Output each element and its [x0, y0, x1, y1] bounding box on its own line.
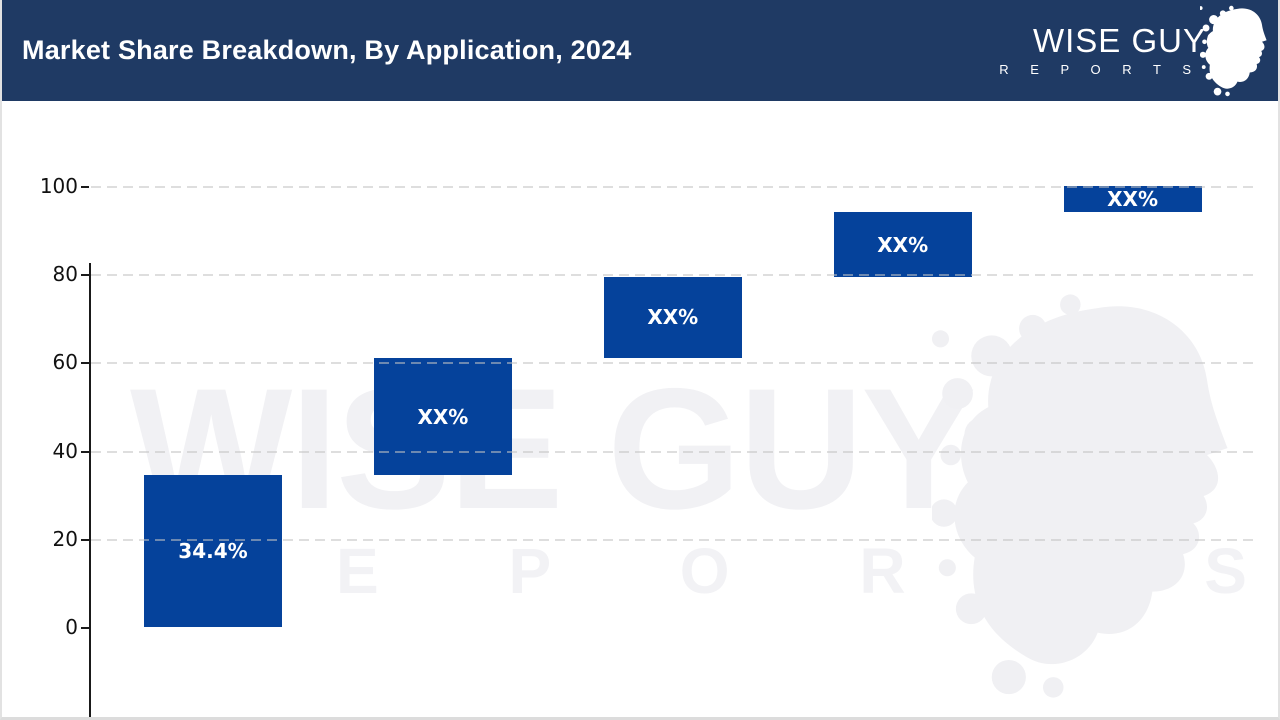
- y-tick-label: 20: [52, 526, 78, 551]
- y-axis: [89, 263, 91, 717]
- watermark-face-icon: [932, 294, 1228, 698]
- y-tick-mark: [81, 450, 89, 453]
- y-tick-mark: [81, 186, 89, 188]
- bar-coatings: 34.4%: [144, 475, 282, 627]
- chart-area: WISE GUY R E P O R T S 0 20 40 60 80 100 34.4%…: [2, 101, 1278, 717]
- y-tick-mark: [81, 274, 89, 277]
- bar-label: XX%: [647, 305, 699, 330]
- bar-label: XX%: [1107, 187, 1159, 212]
- y-tick-label: 40: [52, 438, 78, 463]
- gridline: [91, 274, 1256, 277]
- gridline: [91, 362, 1256, 365]
- logo-wordmark: WISE GUY: [1032, 22, 1206, 59]
- y-tick-label: 80: [52, 262, 78, 287]
- brand-logo: WISE GUY R E P O R T S: [999, 0, 1278, 101]
- logo-reports: R E P O R T S: [999, 62, 1200, 77]
- y-tick-label: 0: [65, 615, 78, 639]
- bar-label: XX%: [417, 404, 469, 429]
- bar-adhesives: XX%: [373, 357, 512, 476]
- bar-label: 34.4%: [178, 539, 248, 564]
- bar-sealants: XX%: [833, 212, 972, 277]
- y-tick-mark: [81, 538, 89, 541]
- y-tick-label: 60: [52, 350, 78, 375]
- bar-inks: XX%: [603, 276, 742, 358]
- gridline: [91, 450, 1256, 453]
- y-tick-mark: [81, 627, 89, 629]
- bar-label: XX%: [877, 232, 929, 257]
- bar-textiles: XX%: [1063, 186, 1202, 213]
- y-tick-mark: [81, 362, 89, 365]
- gridline: [91, 186, 1256, 188]
- gridline: [91, 538, 1256, 541]
- logo-face-icon: [1200, 5, 1267, 97]
- header: Market Share Breakdown, By Application, …: [2, 0, 1278, 101]
- y-tick-label: 100: [39, 174, 78, 198]
- page-title: Market Share Breakdown, By Application, …: [22, 35, 632, 65]
